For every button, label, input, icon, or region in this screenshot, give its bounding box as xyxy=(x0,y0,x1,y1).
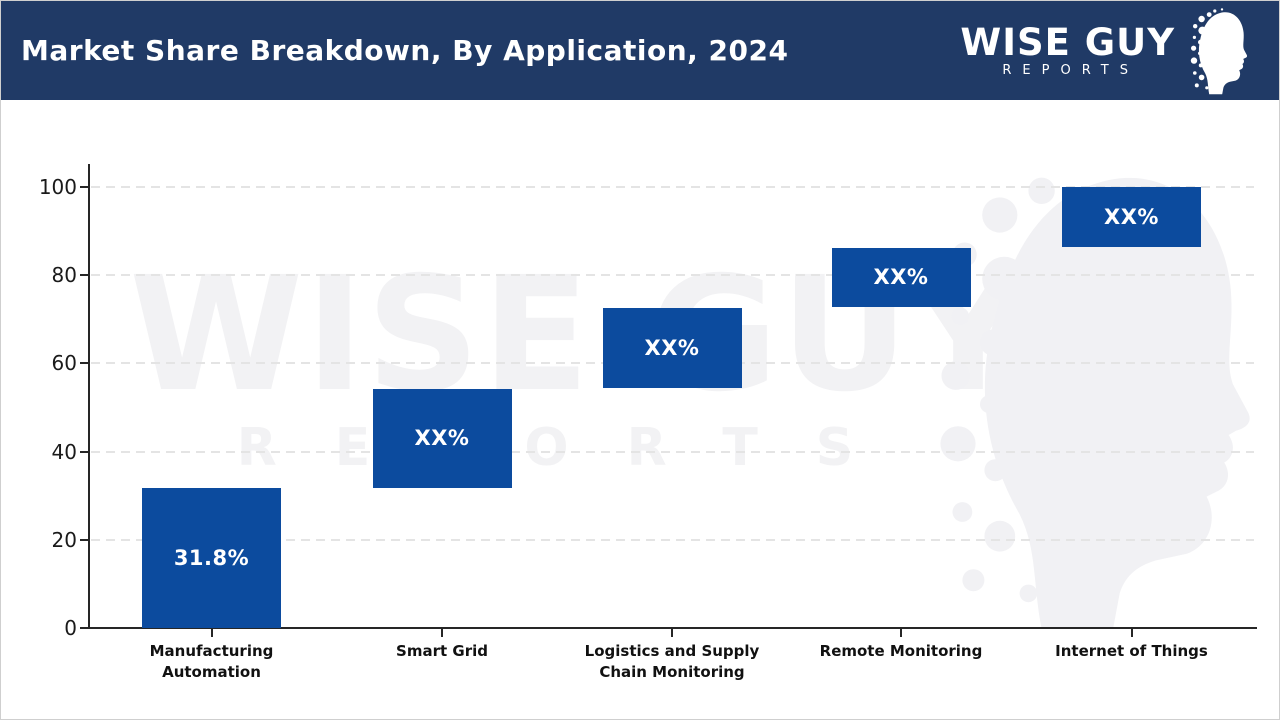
bar-2: XX% xyxy=(602,308,742,388)
bar-value-label-2: XX% xyxy=(644,335,700,360)
y-tick-label-0: 0 xyxy=(64,616,77,640)
y-tick-label-60: 60 xyxy=(51,351,77,376)
y-axis-line xyxy=(88,164,90,629)
y-tick-mark-0 xyxy=(80,627,88,629)
logo-wordmark: WISE GUY xyxy=(960,21,1175,64)
bar-value-label-3: XX% xyxy=(873,265,929,290)
x-tick-mark-1 xyxy=(441,629,443,637)
header-band: Market Share Breakdown, By Application, … xyxy=(1,1,1279,100)
x-category-label-0: Manufacturing Automation xyxy=(149,642,274,681)
x-category-label-4: Internet of Things xyxy=(1055,642,1208,660)
y-tick-mark-40 xyxy=(80,450,88,453)
gridline-80 xyxy=(91,274,1254,277)
x-category-label-1: Smart Grid xyxy=(396,642,488,660)
bar-value-label-4: XX% xyxy=(1104,204,1159,229)
watermark-head-icon xyxy=(940,177,1250,629)
x-axis-line xyxy=(88,627,1257,629)
gridline-100 xyxy=(91,186,1254,188)
x-category-label-2: Logistics and Supply Chain Monitoring xyxy=(584,642,760,681)
y-tick-mark-80 xyxy=(80,274,88,277)
bar-1: XX% xyxy=(372,388,512,488)
x-tick-mark-4 xyxy=(1130,629,1133,637)
wise-guy-logo: WISE GUY REPORTS xyxy=(960,5,1263,97)
gridline-40 xyxy=(91,450,1254,453)
gridline-20 xyxy=(91,538,1254,541)
x-tick-mark-2 xyxy=(671,629,673,637)
bar-0: 31.8% xyxy=(142,487,281,628)
x-category-label-3: Remote Monitoring xyxy=(819,642,983,660)
y-tick-mark-60 xyxy=(80,362,88,365)
y-tick-mark-20 xyxy=(80,538,88,541)
logo-text: WISE GUY REPORTS xyxy=(960,24,1175,78)
x-tick-mark-0 xyxy=(210,629,213,637)
bar-4: XX% xyxy=(1062,187,1201,247)
bar-3: XX% xyxy=(831,247,971,307)
y-tick-label-40: 40 xyxy=(51,439,77,464)
logo-head-icon xyxy=(1190,8,1248,95)
x-tick-mark-3 xyxy=(900,629,902,637)
y-tick-label-80: 80 xyxy=(51,263,77,288)
y-tick-label-20: 20 xyxy=(51,527,77,552)
bar-value-label-0: 31.8% xyxy=(173,545,250,570)
page-title: Market Share Breakdown, By Application, … xyxy=(21,34,789,67)
bar-value-label-1: XX% xyxy=(414,426,470,451)
y-tick-mark-100 xyxy=(80,186,88,188)
y-tick-label-100: 100 xyxy=(38,175,77,199)
logo-subtitle: REPORTS xyxy=(1002,63,1139,78)
